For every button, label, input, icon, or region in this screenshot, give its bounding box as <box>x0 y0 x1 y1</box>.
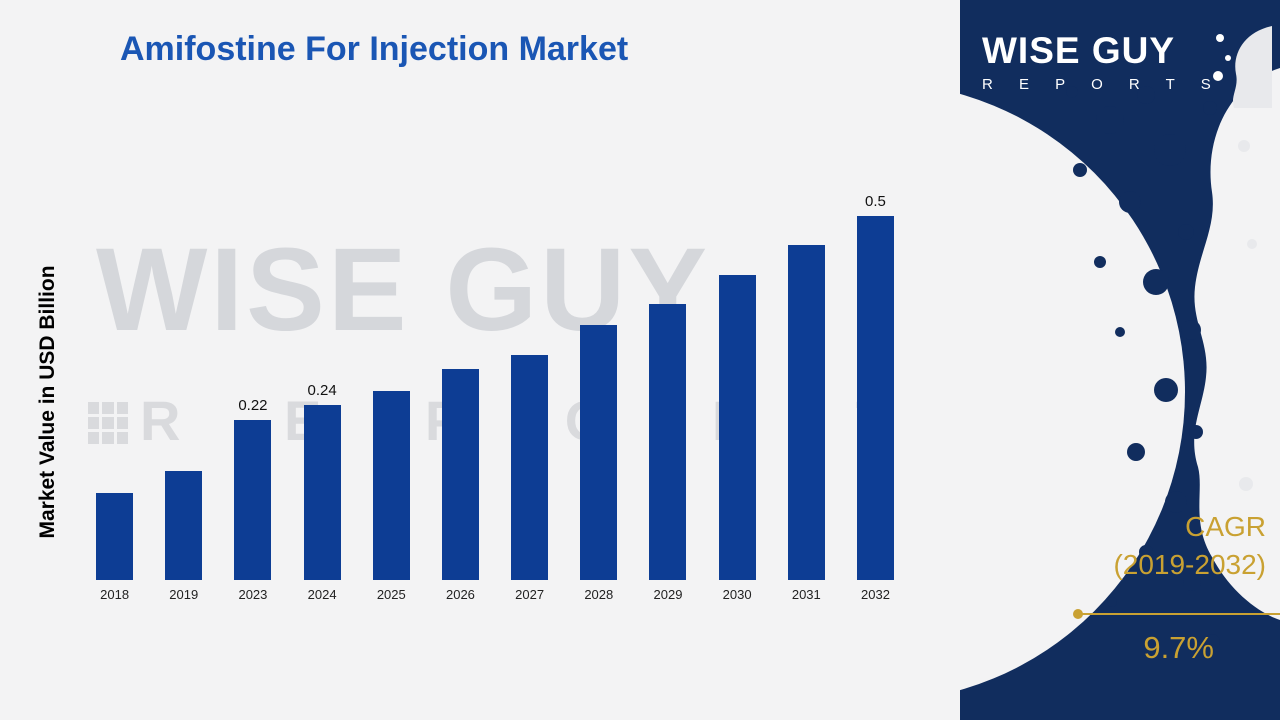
x-tick-2028: 2028 <box>584 587 614 602</box>
cagr-range: (2019-2032) <box>1113 548 1266 580</box>
x-tick-2025: 2025 <box>376 587 406 602</box>
bar-group-2018 <box>80 178 149 580</box>
bar-2031 <box>787 245 825 580</box>
x-tick-2027: 2027 <box>515 587 545 602</box>
bar-2019 <box>165 471 203 580</box>
bar-value-label: 0.24 <box>307 382 337 399</box>
cagr-label: CAGR <box>1185 511 1266 542</box>
bar-group-2019 <box>149 178 218 580</box>
logo-wordmark: WISE GUY <box>982 30 1176 71</box>
x-tick-2026: 2026 <box>445 587 475 602</box>
bar-group-2024: 0.24 <box>288 178 357 580</box>
x-tick-2029: 2029 <box>653 587 683 602</box>
bar-2032 <box>856 216 894 580</box>
x-tick-2024: 2024 <box>307 587 337 602</box>
bar-2018 <box>96 493 134 580</box>
bar-2026 <box>441 369 479 580</box>
bar-group-2030 <box>703 178 772 580</box>
cagr-divider-line <box>1073 609 1280 619</box>
bar-2028 <box>580 325 618 580</box>
logo-subtitle: R E P O R T S <box>982 76 1222 93</box>
x-tick-2023: 2023 <box>238 587 268 602</box>
bar-2024 <box>303 405 341 580</box>
bar-group-2026 <box>426 178 495 580</box>
x-tick-2031: 2031 <box>791 587 821 602</box>
watermark-grid-icon <box>88 402 128 444</box>
brand-panel: WISE GUY R E P O R T S CAGR (2019-2032) … <box>960 0 1280 720</box>
bar-group-2025 <box>357 178 426 580</box>
bar-group-2032: 0.5 <box>841 178 910 580</box>
logo-face-icon <box>1213 26 1272 108</box>
bar-group-2027 <box>495 178 564 580</box>
x-axis-labels: 2018 2019 2023 2024 2025 2026 2027 2028 2029 2030… <box>80 587 910 602</box>
bar-2029 <box>649 304 687 580</box>
bar-value-label: 0.22 <box>238 397 268 414</box>
face-profile-graphic <box>1066 55 1280 650</box>
bar-2025 <box>372 391 410 580</box>
cagr-value: 9.7% <box>1143 630 1214 665</box>
bar-group-2023: 0.22 <box>218 178 287 580</box>
cagr-block: CAGR (2019-2032) <box>1113 508 1266 584</box>
bar-group-2028 <box>564 178 633 580</box>
wiseguy-logo: WISE GUY R E P O R T S <box>982 30 1222 93</box>
x-tick-2032: 2032 <box>861 587 890 602</box>
bar-chart: 0.22 0.24 0.5 <box>80 178 910 580</box>
x-tick-2019: 2019 <box>169 587 199 602</box>
bar-2023 <box>234 420 272 580</box>
bar-group-2029 <box>633 178 702 580</box>
bar-value-label: 0.5 <box>865 193 886 210</box>
bar-2027 <box>511 355 549 580</box>
y-axis-label: Market Value in USD Billion <box>36 265 59 539</box>
page-title: Amifostine For Injection Market <box>120 30 629 68</box>
x-tick-2030: 2030 <box>722 587 752 602</box>
x-tick-2018: 2018 <box>100 587 130 602</box>
bar-2030 <box>718 275 756 580</box>
bar-group-2031 <box>772 178 841 580</box>
